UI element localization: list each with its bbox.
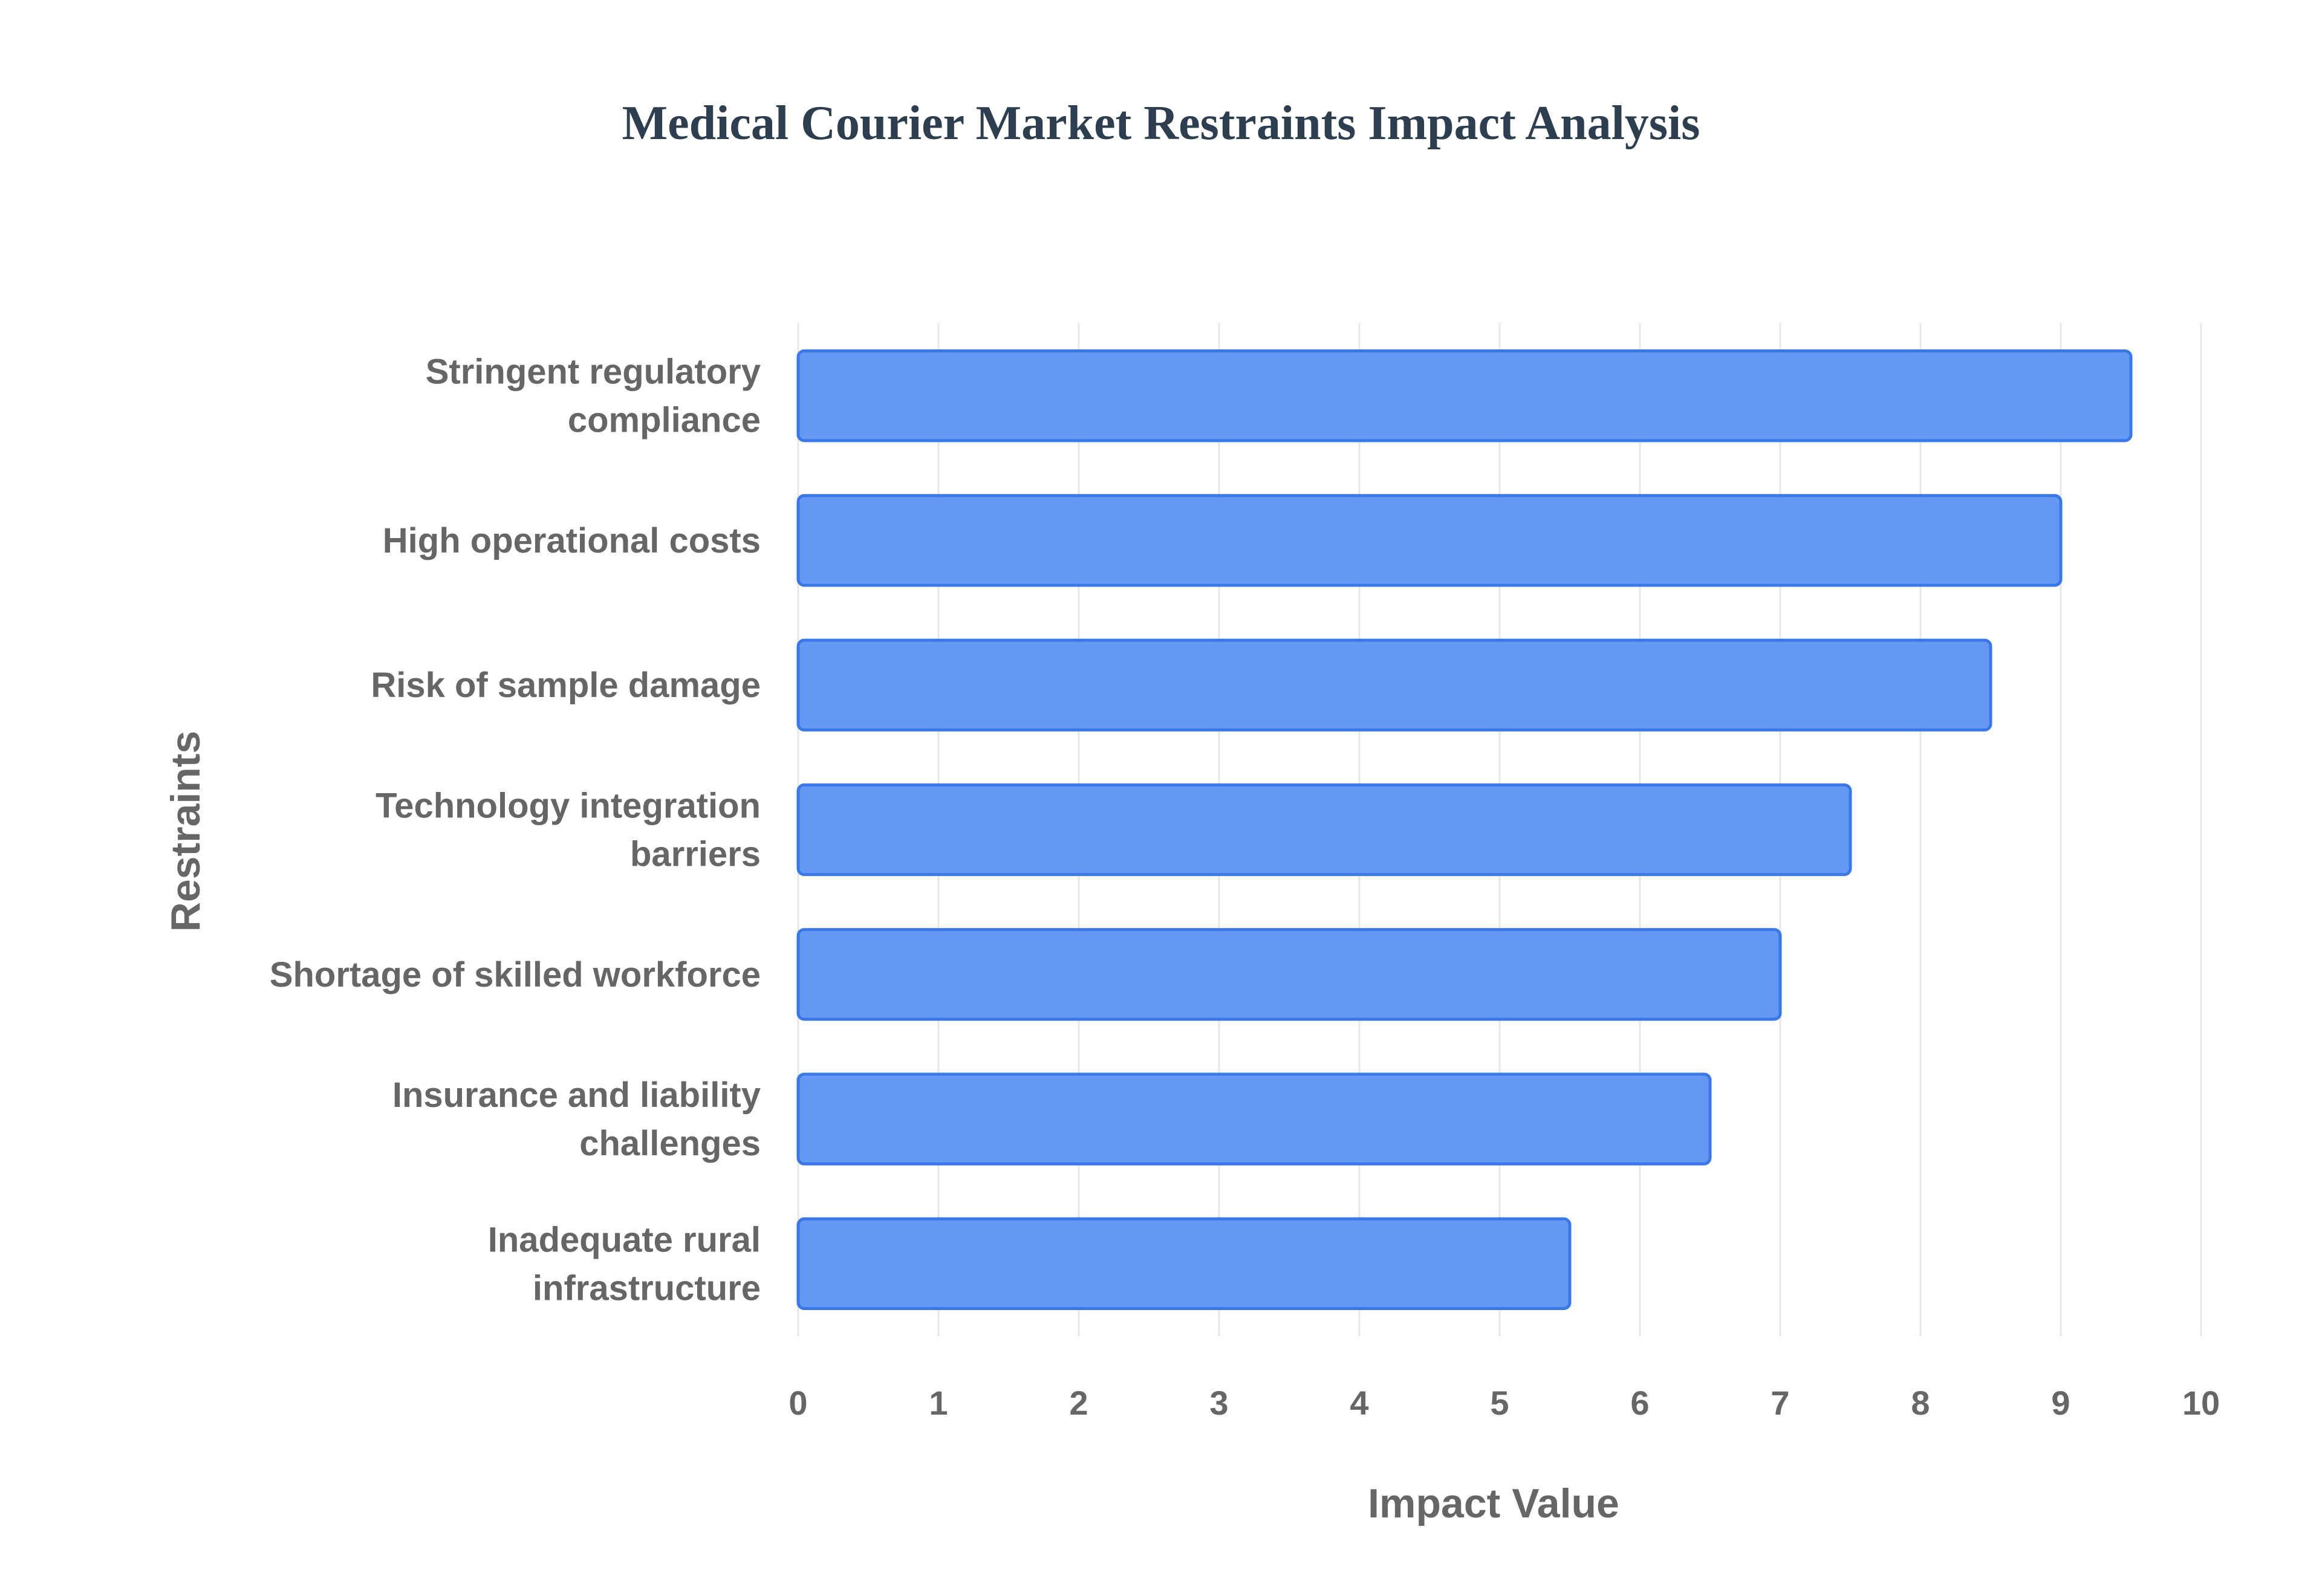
x-tick-label: 4 — [1350, 1384, 1368, 1422]
x-tick-label: 7 — [1771, 1384, 1789, 1422]
bar — [796, 494, 2063, 587]
bars — [796, 349, 2133, 1311]
x-tick-label: 2 — [1069, 1384, 1088, 1422]
category-label: Technology integration barriers — [376, 787, 761, 874]
category-label: High operational costs — [383, 521, 761, 560]
x-tick-label: 1 — [929, 1384, 948, 1422]
category-label: Risk of sample damage — [371, 666, 761, 705]
category-label-line: Shortage of skilled workforce — [270, 955, 761, 994]
category-label-line: Risk of sample damage — [371, 666, 761, 705]
x-tick-labels: 0 1 2 3 4 5 6 7 8 9 10 — [789, 1384, 2220, 1422]
category-labels: Stringent regulatory compliance High opera… — [270, 352, 761, 1308]
category-label-line: Inadequate rural — [488, 1220, 761, 1259]
category-label-line: infrastructure — [533, 1268, 761, 1308]
category-label-line: compliance — [568, 401, 761, 440]
category-label-line: High operational costs — [383, 521, 761, 560]
category-label: Shortage of skilled workforce — [270, 955, 761, 994]
x-tick-label: 0 — [789, 1384, 807, 1422]
category-label-line: Stringent regulatory — [426, 352, 761, 392]
category-label-line: Insurance and liability — [392, 1075, 761, 1115]
x-tick-label: 3 — [1209, 1384, 1228, 1422]
category-label: Stringent regulatory compliance — [426, 352, 761, 440]
x-tick-label: 5 — [1490, 1384, 1509, 1422]
category-label-line: Technology integration — [376, 787, 761, 826]
category-label-line: challenges — [579, 1124, 761, 1163]
bar — [796, 928, 1782, 1021]
chart-title: Medical Courier Market Restraints Impact… — [622, 97, 1700, 150]
category-label: Inadequate rural infrastructure — [488, 1220, 761, 1308]
x-tick-label: 10 — [2182, 1384, 2220, 1422]
category-label-line: barriers — [630, 835, 761, 874]
x-tick-label: 8 — [1911, 1384, 1930, 1422]
x-axis-title: Impact Value — [1368, 1481, 1619, 1526]
x-tick-label: 9 — [2051, 1384, 2070, 1422]
x-tick-label: 6 — [1630, 1384, 1649, 1422]
bar — [796, 638, 1992, 731]
bar — [796, 783, 1852, 877]
bar — [796, 349, 2133, 443]
category-label: Insurance and liability challenges — [392, 1075, 761, 1163]
bar — [796, 1072, 1712, 1166]
bar — [796, 1217, 1572, 1311]
y-axis-title: Restraints — [163, 731, 209, 932]
